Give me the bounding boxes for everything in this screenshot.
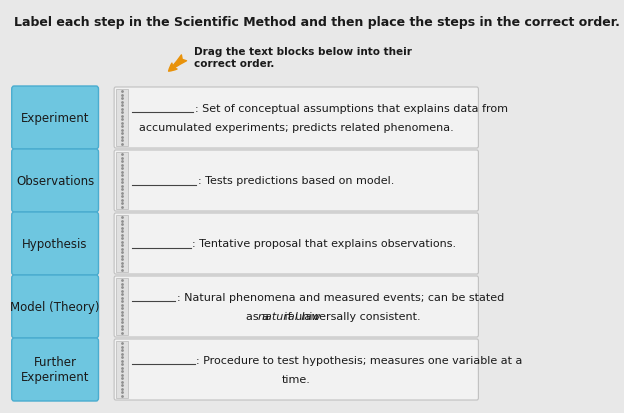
- Text: : Set of conceptual assumptions that explains data from: : Set of conceptual assumptions that exp…: [195, 104, 508, 114]
- FancyBboxPatch shape: [114, 339, 479, 400]
- FancyBboxPatch shape: [114, 151, 479, 211]
- Text: : Tests predictions based on model.: : Tests predictions based on model.: [198, 176, 394, 186]
- Text: : Natural phenomena and measured events; can be stated: : Natural phenomena and measured events;…: [177, 292, 504, 302]
- FancyBboxPatch shape: [12, 212, 99, 275]
- FancyBboxPatch shape: [115, 341, 128, 398]
- Text: accumulated experiments; predicts related phenomena.: accumulated experiments; predicts relate…: [139, 123, 454, 133]
- FancyBboxPatch shape: [114, 276, 479, 337]
- FancyBboxPatch shape: [12, 87, 99, 150]
- Text: Experiment: Experiment: [21, 112, 89, 125]
- FancyBboxPatch shape: [114, 214, 479, 274]
- Text: Model (Theory): Model (Theory): [11, 300, 100, 313]
- Text: Observations: Observations: [16, 175, 94, 188]
- Text: natural law: natural law: [258, 311, 320, 321]
- Text: if universally consistent.: if universally consistent.: [281, 311, 421, 321]
- Text: as a: as a: [246, 311, 272, 321]
- Text: Further
Experiment: Further Experiment: [21, 356, 89, 384]
- Text: Drag the text blocks below into their
correct order.: Drag the text blocks below into their co…: [194, 47, 412, 69]
- FancyBboxPatch shape: [12, 150, 99, 212]
- FancyBboxPatch shape: [12, 275, 99, 338]
- Text: : Tentative proposal that explains observations.: : Tentative proposal that explains obser…: [192, 239, 456, 249]
- FancyBboxPatch shape: [114, 88, 479, 149]
- FancyBboxPatch shape: [115, 90, 128, 147]
- Text: Label each step in the Scientific Method and then place the steps in the correct: Label each step in the Scientific Method…: [14, 16, 620, 29]
- FancyBboxPatch shape: [115, 278, 128, 335]
- Text: : Procedure to test hypothesis; measures one variable at a: : Procedure to test hypothesis; measures…: [196, 355, 522, 365]
- FancyBboxPatch shape: [115, 216, 128, 272]
- FancyBboxPatch shape: [12, 338, 99, 401]
- FancyBboxPatch shape: [115, 153, 128, 209]
- Text: time.: time.: [282, 374, 311, 384]
- Text: Hypothesis: Hypothesis: [22, 237, 88, 250]
